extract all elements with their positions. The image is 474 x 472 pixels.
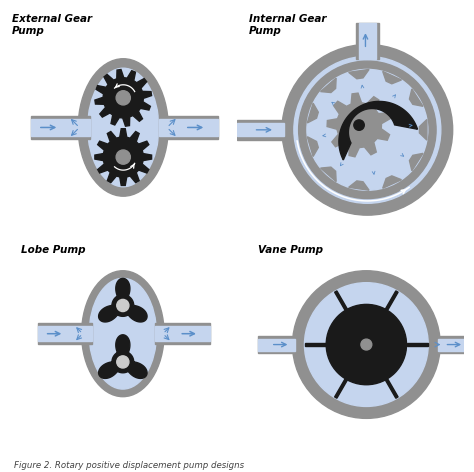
Text: External Gear
Pump: External Gear Pump bbox=[12, 14, 92, 36]
Polygon shape bbox=[410, 89, 423, 106]
Ellipse shape bbox=[82, 271, 164, 396]
Polygon shape bbox=[349, 181, 369, 190]
Polygon shape bbox=[307, 103, 319, 123]
Text: Internal Gear
Pump: Internal Gear Pump bbox=[249, 14, 327, 36]
Polygon shape bbox=[99, 335, 147, 379]
Text: Lobe Pump: Lobe Pump bbox=[21, 244, 85, 255]
Polygon shape bbox=[307, 137, 319, 157]
Circle shape bbox=[307, 69, 428, 190]
Circle shape bbox=[116, 150, 130, 164]
Circle shape bbox=[294, 56, 441, 203]
Polygon shape bbox=[305, 343, 326, 346]
Text: Vane Pump: Vane Pump bbox=[258, 244, 323, 255]
Polygon shape bbox=[383, 71, 401, 84]
Polygon shape bbox=[335, 291, 347, 311]
FancyBboxPatch shape bbox=[155, 323, 210, 344]
FancyBboxPatch shape bbox=[258, 338, 295, 351]
Circle shape bbox=[299, 61, 436, 199]
Circle shape bbox=[304, 283, 428, 406]
Circle shape bbox=[116, 91, 130, 105]
Circle shape bbox=[117, 299, 129, 312]
FancyBboxPatch shape bbox=[31, 116, 90, 139]
Polygon shape bbox=[349, 69, 369, 79]
FancyBboxPatch shape bbox=[359, 23, 375, 59]
Ellipse shape bbox=[89, 278, 156, 389]
Circle shape bbox=[326, 304, 407, 385]
FancyBboxPatch shape bbox=[258, 337, 295, 353]
FancyBboxPatch shape bbox=[31, 119, 90, 135]
FancyBboxPatch shape bbox=[155, 326, 210, 341]
Ellipse shape bbox=[88, 68, 159, 187]
FancyBboxPatch shape bbox=[38, 323, 92, 344]
Polygon shape bbox=[320, 167, 336, 182]
FancyBboxPatch shape bbox=[38, 326, 92, 341]
Polygon shape bbox=[383, 176, 401, 188]
Polygon shape bbox=[95, 129, 152, 185]
Polygon shape bbox=[335, 379, 347, 398]
FancyBboxPatch shape bbox=[438, 337, 474, 353]
FancyBboxPatch shape bbox=[438, 338, 474, 351]
Polygon shape bbox=[99, 278, 147, 322]
Circle shape bbox=[354, 120, 364, 130]
Polygon shape bbox=[419, 119, 427, 140]
Ellipse shape bbox=[78, 59, 168, 196]
FancyBboxPatch shape bbox=[159, 119, 218, 135]
Polygon shape bbox=[320, 78, 336, 93]
Polygon shape bbox=[410, 153, 423, 171]
Text: Figure 2. Rotary positive displacement pump designs: Figure 2. Rotary positive displacement p… bbox=[14, 461, 244, 470]
FancyBboxPatch shape bbox=[356, 23, 379, 59]
Circle shape bbox=[117, 356, 129, 368]
FancyBboxPatch shape bbox=[159, 116, 218, 139]
Polygon shape bbox=[407, 343, 428, 346]
Polygon shape bbox=[95, 69, 152, 126]
FancyBboxPatch shape bbox=[237, 123, 284, 136]
Polygon shape bbox=[339, 101, 418, 160]
Polygon shape bbox=[385, 291, 398, 311]
Circle shape bbox=[361, 339, 372, 350]
FancyBboxPatch shape bbox=[237, 120, 284, 140]
Circle shape bbox=[282, 44, 453, 215]
Circle shape bbox=[292, 271, 440, 418]
Polygon shape bbox=[385, 379, 398, 398]
Polygon shape bbox=[327, 93, 391, 157]
